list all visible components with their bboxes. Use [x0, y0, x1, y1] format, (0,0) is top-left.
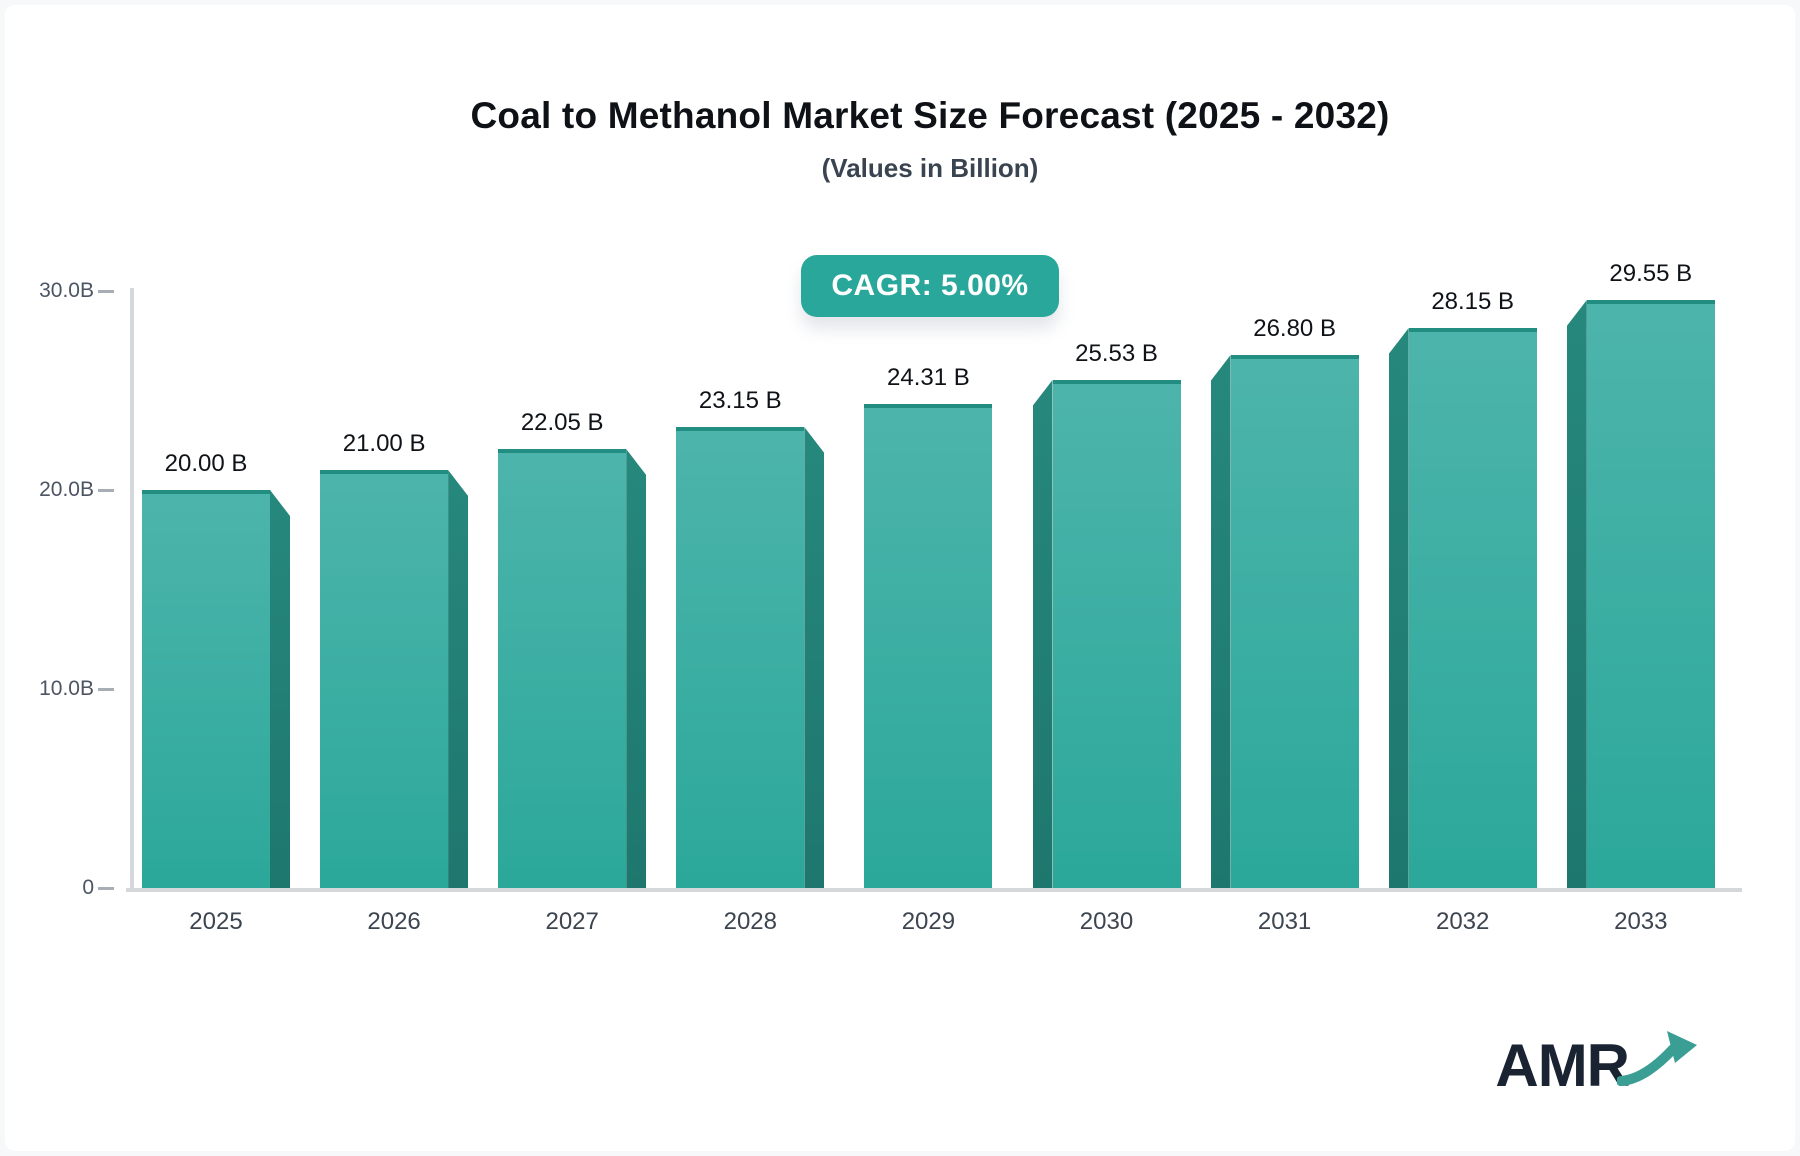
- y-axis-label: 0: [82, 876, 94, 899]
- bar-value-label: 25.53 B: [1075, 340, 1158, 367]
- x-axis-label: 2026: [367, 908, 421, 935]
- x-axis-label: 2030: [1079, 908, 1134, 935]
- bar[interactable]: [142, 490, 290, 888]
- bar-face: [1230, 355, 1359, 888]
- y-axis-label: 20.0B: [39, 478, 94, 501]
- bar-face: [864, 404, 993, 888]
- bar-value-label: 28.15 B: [1431, 288, 1515, 315]
- chart-card: Coal to Methanol Market Size Forecast (2…: [5, 5, 1795, 1151]
- bar-value-label: 20.00 B: [164, 450, 248, 477]
- bar-face: [320, 470, 449, 888]
- bar-value-label: 23.15 B: [698, 387, 782, 414]
- chart-subtitle: (Values in Billion): [821, 153, 1039, 183]
- bar-chart-plot: 0 10.0B 20.0B 30.0B 20.00 B 2025 21.00 B 2026 22…: [5, 5, 1795, 1151]
- y-axis-label: 30.0B: [39, 279, 94, 302]
- bar[interactable]: [1388, 328, 1537, 888]
- x-axis-label: 2033: [1614, 908, 1668, 935]
- chart-header: Coal to Methanol Market Size Forecast (2…: [65, 95, 1795, 184]
- bar-side-shadow: [1566, 300, 1587, 888]
- bar[interactable]: [676, 427, 825, 888]
- bar-side-shadow: [1210, 355, 1231, 888]
- bar-side-shadow: [626, 449, 647, 888]
- bar-value-label: 26.80 B: [1253, 315, 1336, 342]
- bar[interactable]: [1210, 355, 1359, 888]
- x-axis-label: 2029: [901, 908, 956, 935]
- bar-value-label: 24.31 B: [887, 364, 970, 391]
- cagr-badge: CAGR: 5.00%: [801, 255, 1059, 317]
- x-axis-line: [126, 888, 1742, 892]
- bar-side-shadow: [804, 427, 825, 888]
- bar[interactable]: [1566, 300, 1715, 888]
- x-axis-label: 2027: [545, 908, 599, 935]
- bar-face: [142, 490, 270, 888]
- bar-face: [676, 427, 805, 888]
- y-axis-tick: [98, 688, 114, 691]
- amr-logo-arrow-icon: [1617, 1031, 1697, 1086]
- y-axis-tick: [98, 887, 114, 890]
- bar-value-label: 21.00 B: [342, 430, 426, 457]
- x-axis-label: 2031: [1257, 908, 1312, 935]
- y-axis-tick: [98, 489, 114, 492]
- amr-logo: AMR: [1495, 1029, 1699, 1101]
- y-axis-label: 10.0B: [39, 677, 94, 700]
- chart-title: Coal to Methanol Market Size Forecast (2…: [470, 95, 1390, 136]
- bar-face: [498, 449, 627, 888]
- bar-side-shadow: [1032, 380, 1053, 888]
- bar-face: [1586, 300, 1715, 888]
- bar[interactable]: [854, 404, 1002, 888]
- x-axis-label: 2028: [723, 908, 777, 935]
- bar-value-label: 29.55 B: [1609, 260, 1693, 287]
- bar[interactable]: [320, 470, 469, 888]
- y-axis-tick: [98, 290, 114, 293]
- bar-face: [1408, 328, 1537, 888]
- bar[interactable]: [1032, 380, 1181, 888]
- bar-side-shadow: [1388, 328, 1409, 888]
- bar[interactable]: [498, 449, 647, 888]
- bar-side-shadow: [270, 490, 290, 888]
- x-axis-label: 2032: [1435, 908, 1490, 935]
- bar-face: [1052, 380, 1181, 888]
- bar-side-shadow: [448, 470, 469, 888]
- bar-value-label: 22.05 B: [520, 409, 604, 436]
- amr-logo-text: AMR: [1495, 1031, 1630, 1099]
- cagr-badge-wrap: CAGR: 5.00%: [65, 255, 1795, 317]
- y-axis-line: [130, 288, 134, 888]
- x-axis-label: 2025: [189, 908, 243, 935]
